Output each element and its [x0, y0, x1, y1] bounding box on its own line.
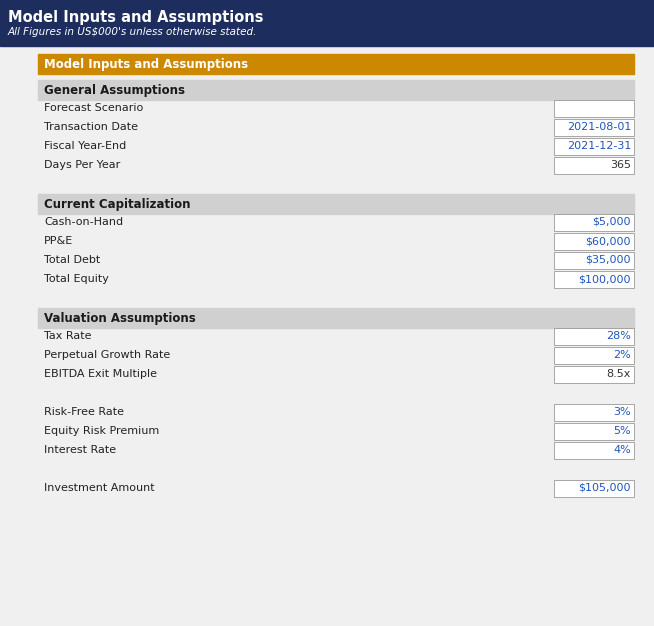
Text: $105,000: $105,000: [579, 483, 631, 493]
Text: Model Inputs and Assumptions: Model Inputs and Assumptions: [44, 58, 248, 71]
Text: 2021-12-31: 2021-12-31: [566, 141, 631, 151]
Text: $60,000: $60,000: [585, 236, 631, 246]
Text: Total Debt: Total Debt: [44, 255, 100, 265]
Text: $5,000: $5,000: [593, 217, 631, 227]
Text: Perpetual Growth Rate: Perpetual Growth Rate: [44, 350, 170, 360]
Bar: [554, 271, 634, 288]
Bar: [554, 157, 634, 174]
Text: $35,000: $35,000: [585, 255, 631, 265]
Bar: [554, 100, 634, 117]
Bar: [554, 404, 634, 421]
Text: Days Per Year: Days Per Year: [44, 160, 120, 170]
Text: 5%: 5%: [613, 426, 631, 436]
Text: 28%: 28%: [606, 331, 631, 341]
Bar: [554, 233, 634, 250]
Bar: [554, 366, 634, 383]
Text: 2%: 2%: [613, 350, 631, 360]
Text: All Figures in US$000's unless otherwise stated.: All Figures in US$000's unless otherwise…: [8, 27, 258, 37]
Bar: [38, 80, 634, 100]
Text: Total Equity: Total Equity: [44, 274, 109, 284]
Text: $100,000: $100,000: [579, 274, 631, 284]
Bar: [554, 138, 634, 155]
Text: 365: 365: [610, 160, 631, 170]
Bar: [38, 308, 634, 328]
Text: 8.5x: 8.5x: [607, 369, 631, 379]
Bar: [554, 442, 634, 459]
Text: Transaction Date: Transaction Date: [44, 122, 138, 132]
Text: EBITDA Exit Multiple: EBITDA Exit Multiple: [44, 369, 157, 379]
Text: Interest Rate: Interest Rate: [44, 445, 116, 455]
Bar: [38, 194, 634, 214]
Text: Investment Amount: Investment Amount: [44, 483, 154, 493]
Text: PP&E: PP&E: [44, 236, 73, 246]
Text: Tax Rate: Tax Rate: [44, 331, 92, 341]
Text: Valuation Assumptions: Valuation Assumptions: [44, 312, 196, 325]
Text: 2021-08-01: 2021-08-01: [566, 122, 631, 132]
Bar: [554, 252, 634, 269]
Bar: [554, 423, 634, 440]
Text: 4%: 4%: [613, 445, 631, 455]
Bar: [554, 214, 634, 231]
Text: Equity Risk Premium: Equity Risk Premium: [44, 426, 160, 436]
Text: Fiscal Year-End: Fiscal Year-End: [44, 141, 126, 151]
Bar: [554, 328, 634, 345]
Text: Cash-on-Hand: Cash-on-Hand: [44, 217, 123, 227]
Bar: [38, 54, 634, 74]
Text: Current Capitalization: Current Capitalization: [44, 198, 190, 211]
Bar: [0, 0, 654, 46]
Text: 3%: 3%: [613, 407, 631, 417]
Bar: [554, 347, 634, 364]
Bar: [554, 480, 634, 497]
Bar: [554, 119, 634, 136]
Text: Forecast Scenario: Forecast Scenario: [44, 103, 143, 113]
Text: Risk-Free Rate: Risk-Free Rate: [44, 407, 124, 417]
Text: General Assumptions: General Assumptions: [44, 84, 185, 97]
Text: Model Inputs and Assumptions: Model Inputs and Assumptions: [8, 10, 264, 25]
